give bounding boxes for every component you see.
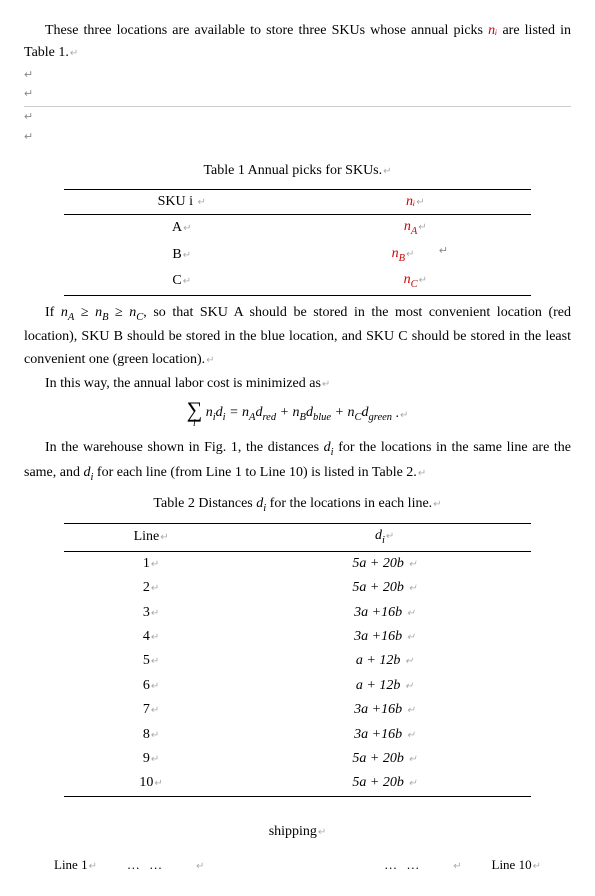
dots-right: … …	[384, 855, 422, 876]
table-row: C nC	[64, 268, 531, 295]
blank-mark-3: ↵	[24, 109, 571, 127]
table-row: 73a +16b	[64, 698, 531, 722]
p1-var: nᵢ	[488, 23, 497, 38]
table2: Line di 15a + 20b 25a + 20b 33a +16b 43a…	[64, 523, 531, 797]
table-row: 105a + 20b	[64, 771, 531, 796]
blank-mark-4: ↵	[24, 129, 571, 147]
dots-left: … …	[127, 855, 165, 876]
table-row: 43a +16b	[64, 625, 531, 649]
table2-caption: Table 2 Distances di for the locations i…	[24, 493, 571, 518]
table-row: 33a +16b	[64, 601, 531, 625]
hr-1	[24, 106, 571, 107]
p1-pre: These three locations are available to s…	[45, 23, 488, 38]
t1-head-n: nᵢ	[300, 189, 531, 214]
line1-label: Line 1	[54, 857, 88, 872]
table1: SKU i nᵢ A nA B nB ↵ C nC	[64, 189, 531, 296]
table-row: 6a + 12b	[64, 674, 531, 698]
table-row: A nA	[64, 214, 531, 241]
table-row: B nB ↵	[64, 242, 531, 269]
blank-mark-1: ↵	[24, 67, 571, 85]
para-4: In the warehouse shown in Fig. 1, the di…	[24, 437, 571, 486]
para-3: In this way, the annual labor cost is mi…	[24, 373, 571, 395]
table1-caption: Table 1 Annual picks for SKUs.	[24, 160, 571, 182]
shipping-label: shipping	[24, 821, 571, 843]
equation-1: ∑i nidi = nAdred + nBdblue + nCdgreen .	[24, 399, 571, 429]
table-row: 95a + 20b	[64, 747, 531, 771]
line10-label: Line 10	[492, 857, 532, 872]
table-row: 5a + 12b	[64, 649, 531, 673]
t1-head-sku: SKU i	[64, 189, 300, 214]
line-labels-row: Line 1 … … … … Line 10	[24, 855, 571, 876]
blank-mark-2: ↵	[24, 86, 571, 104]
table-row: 83a +16b	[64, 723, 531, 747]
table-row: 25a + 20b	[64, 576, 531, 600]
table-row: 15a + 20b	[64, 551, 531, 576]
t2-head-line: Line	[64, 524, 238, 552]
para-1: These three locations are available to s…	[24, 20, 571, 65]
para-2: If nA ≥ nB ≥ nC, so that SKU A should be…	[24, 302, 571, 371]
t2-head-d: di	[238, 524, 531, 552]
